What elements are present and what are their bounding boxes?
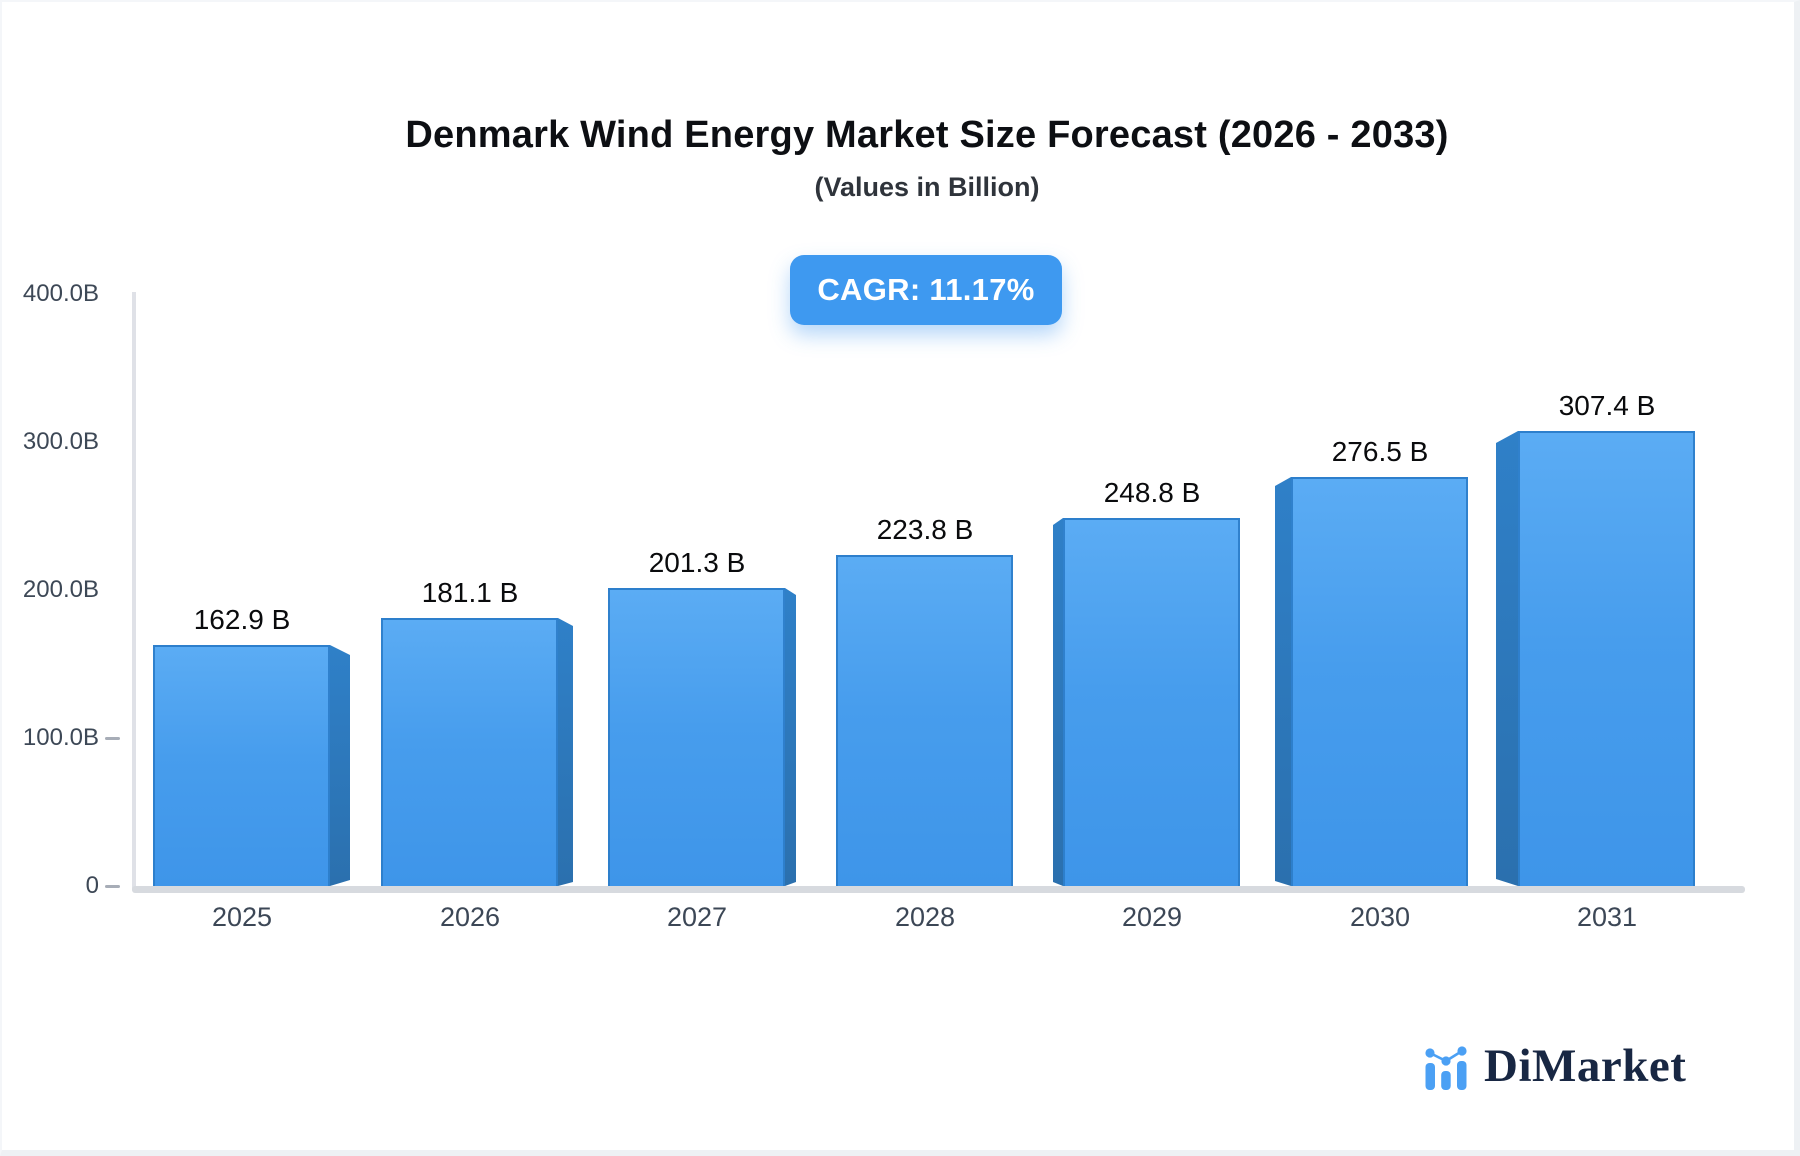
y-tick-label: 200.0B (22, 576, 99, 603)
bar-3d-side (785, 588, 796, 886)
bar (1291, 477, 1468, 886)
bar-3d-side (330, 645, 350, 886)
x-axis-label: 2026 (439, 902, 501, 932)
y-tick-label: 100.0B (22, 724, 99, 751)
y-tick-label: 0 (85, 872, 99, 899)
y-tick-label: 400.0B (22, 280, 99, 307)
x-axis-label: 2027 (666, 902, 728, 932)
brand-name: DiMarket (1484, 1040, 1687, 1092)
brand-logo-icon (1425, 1046, 1467, 1090)
bar-value-label: 307.4 B (1558, 390, 1656, 421)
x-axis-label: 2029 (1121, 902, 1183, 932)
brand-logo: DiMarket (1424, 1042, 1686, 1090)
bar (1063, 518, 1240, 886)
cagr-badge: CAGR: 11.17% (790, 255, 1062, 325)
y-tick-label: 300.0B (22, 428, 99, 455)
bar (381, 618, 558, 886)
bar (1518, 431, 1695, 886)
x-axis-label: 2030 (1349, 902, 1411, 932)
bar-value-label: 276.5 B (1331, 436, 1429, 467)
y-tick-dash (105, 737, 120, 740)
x-axis-label: 2028 (894, 902, 956, 932)
bar (836, 555, 1013, 886)
bar-value-label: 248.8 B (1103, 477, 1201, 508)
bar (153, 645, 330, 886)
x-axis-line (132, 886, 1745, 893)
bar-3d-side (1496, 431, 1518, 886)
bar-3d-side (1053, 518, 1063, 886)
chart-title: Denmark Wind Energy Market Size Forecast… (405, 114, 1449, 156)
y-tick-dash (105, 885, 120, 888)
x-axis-label: 2025 (211, 902, 273, 932)
bar (608, 588, 785, 886)
bar-3d-side (1275, 477, 1291, 886)
y-axis-line (132, 292, 136, 889)
bar-3d-side (558, 618, 573, 886)
bar-value-label: 181.1 B (421, 577, 519, 608)
bar-value-label: 201.3 B (648, 547, 746, 578)
x-axis-label: 2031 (1576, 902, 1638, 932)
bar-value-label: 223.8 B (876, 514, 974, 545)
bar-value-label: 162.9 B (193, 604, 291, 635)
chart-subtitle: (Values in Billion) (814, 172, 1040, 202)
